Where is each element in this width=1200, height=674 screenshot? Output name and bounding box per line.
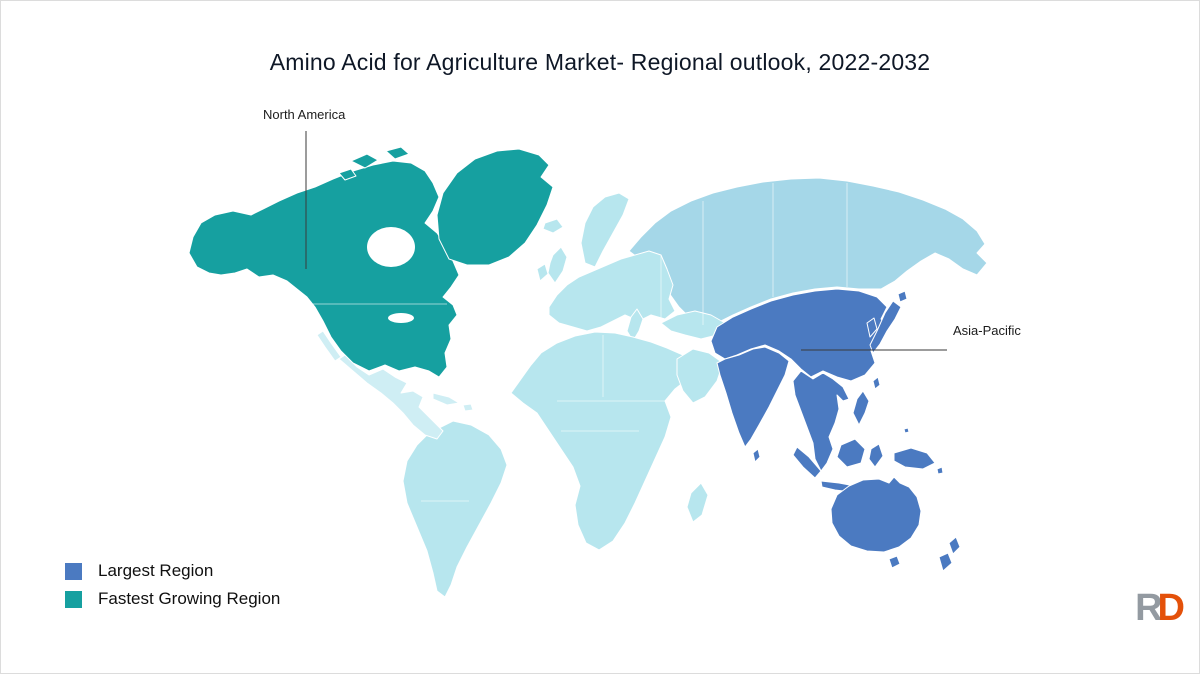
region-southeast-asia (792, 370, 850, 472)
legend: Largest Region Fastest Growing Region (65, 561, 280, 609)
region-italy (626, 308, 644, 342)
region-europe (548, 250, 676, 332)
logo-letter-r: R (1135, 587, 1162, 629)
region-uk-ireland-iceland (536, 218, 568, 284)
region-india (716, 346, 790, 463)
region-japan-korea (866, 290, 908, 354)
hudson-bay-water (367, 227, 415, 267)
annotation-north-america: North America (263, 107, 346, 122)
region-africa (510, 331, 698, 551)
region-philippines-taiwan (852, 376, 881, 426)
region-scandinavia (580, 192, 630, 268)
annotation-asia-pacific: Asia-Pacific (953, 323, 1021, 338)
region-north-america (188, 160, 460, 378)
region-china-mongolia (710, 288, 890, 382)
region-south-america (402, 420, 508, 598)
legend-swatch-largest-region (65, 562, 82, 580)
region-caribbean (432, 392, 474, 412)
internal-borders (241, 183, 848, 502)
legend-swatch-fastest-growing-region (65, 590, 82, 608)
brand-logo: RD (1135, 587, 1185, 629)
region-arctic-islands (338, 146, 410, 181)
region-new-zealand (938, 536, 961, 572)
region-pacific-islands (903, 427, 944, 475)
legend-swatch-largest-region-rect (65, 562, 82, 580)
legend-item-largest-region: Largest Region (65, 561, 280, 581)
region-madagascar (686, 482, 709, 523)
great-lakes-water (388, 313, 414, 323)
region-australia (830, 476, 922, 569)
legend-item-fastest-growing-region: Fastest Growing Region (65, 589, 280, 609)
legend-swatch-fastest-growing-region-rect (65, 590, 82, 608)
legend-label-largest-region: Largest Region (98, 561, 214, 580)
legend-label-fastest-growing-region: Fastest Growing Region (98, 589, 281, 608)
logo-letter-d: D (1157, 587, 1185, 629)
page-title: Amino Acid for Agriculture Market- Regio… (269, 49, 931, 75)
region-mexico-central-america (316, 330, 444, 440)
region-greenland (436, 148, 554, 266)
